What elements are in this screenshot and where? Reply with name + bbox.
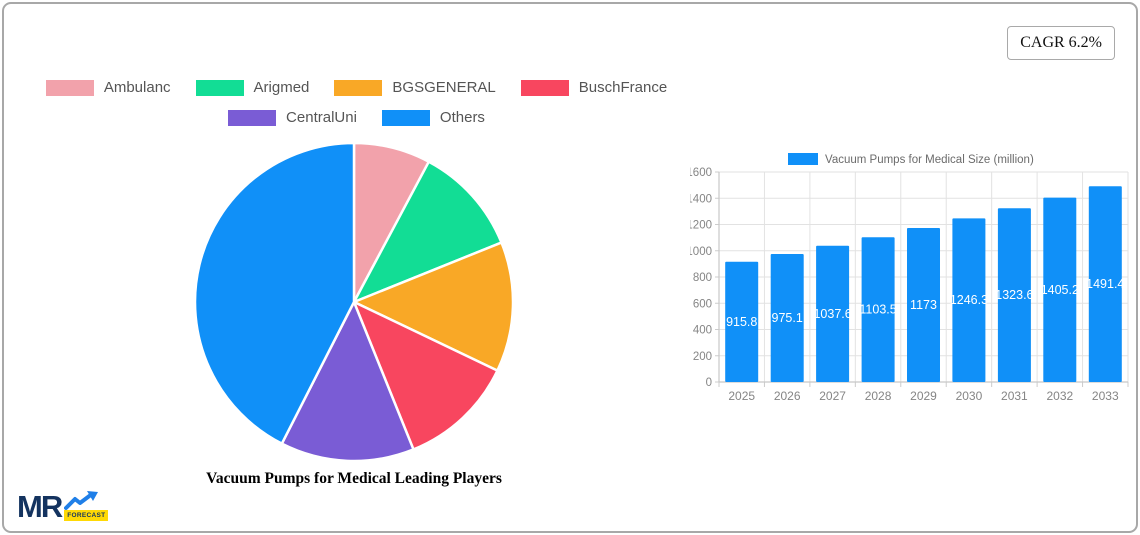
- legend-swatch: [228, 109, 277, 126]
- pie-slice-centraluni: [280, 300, 415, 463]
- bar-value-label: 1246.3: [950, 293, 988, 307]
- y-tick-label: 0: [706, 377, 712, 389]
- logo-mr-text: MR: [17, 489, 63, 524]
- bar-2032: [1043, 197, 1077, 382]
- bar-2026: [770, 254, 804, 382]
- y-tick-label: 800: [693, 272, 712, 284]
- x-tick-label: 2027: [819, 389, 846, 403]
- bar-2030: [952, 218, 986, 382]
- bar-chart-svg: 0 200 400 600 800 1000 1200 1400 1600 915.8 2025 97…: [690, 153, 1129, 403]
- pie-slice-buschfrance: [352, 300, 499, 451]
- legend-item-ambulanc: Ambulanc: [45, 79, 171, 96]
- y-tick-label: 200: [693, 351, 712, 363]
- x-tick-label: 2033: [1092, 389, 1119, 403]
- pie-slice-bgsgeneral: [352, 241, 515, 372]
- logo-forecast-badge: FORECAST: [64, 510, 109, 521]
- x-tick-label: 2028: [865, 389, 892, 403]
- legend-item-centraluni: CentralUni: [228, 109, 357, 126]
- bar-value-label: 1173: [910, 298, 937, 312]
- bar-2025: [725, 261, 759, 382]
- legend-item-buschfrance: BuschFrance: [520, 79, 668, 96]
- bar-value-label: 915.8: [726, 315, 757, 329]
- y-tick-label: 400: [693, 325, 712, 337]
- bar-legend-swatch: [788, 153, 818, 165]
- x-tick-label: 2030: [956, 389, 983, 403]
- cagr-badge: CAGR 6.2%: [1007, 26, 1115, 60]
- bar-2029: [907, 228, 940, 382]
- legend-swatch: [45, 79, 94, 96]
- x-tick-label: 2025: [728, 389, 755, 403]
- legend-label: Others: [439, 109, 485, 126]
- pie-chart-svg: [193, 141, 515, 463]
- legend-swatch: [381, 109, 430, 126]
- pie-legend: Ambulanc Arigmed BGSGENERAL BuschFrance Cent…: [29, 79, 684, 126]
- x-tick-label: 2026: [774, 389, 801, 403]
- bar-legend-label: Vacuum Pumps for Medical Size (million): [825, 154, 1034, 166]
- bar-value-label: 1037.6: [813, 307, 851, 321]
- legend-label: CentralUni: [286, 109, 357, 126]
- pie-slice-others: [193, 141, 356, 445]
- legend-swatch: [334, 79, 383, 96]
- bar-value-label: 1405.2: [1041, 283, 1079, 297]
- legend-label: BGSGENERAL: [392, 79, 496, 96]
- x-tick-label: 2029: [910, 389, 937, 403]
- y-tick-label: 600: [693, 298, 712, 310]
- bar-2031: [997, 208, 1031, 382]
- legend-label: BuschFrance: [578, 79, 668, 96]
- logo-trend-arrow-icon: [64, 491, 99, 510]
- logo-right-block: FORECAST: [64, 491, 109, 525]
- bar-2033: [1088, 186, 1122, 382]
- bar-value-label: 1491.4: [1086, 277, 1124, 291]
- legend-swatch: [195, 79, 244, 96]
- y-tick-label: 1000: [690, 246, 712, 258]
- x-tick-label: 2032: [1046, 389, 1073, 403]
- mr-forecast-logo: MR FORECAST: [17, 489, 109, 525]
- legend-label: Arigmed: [253, 79, 310, 96]
- pie-slice-arigmed: [352, 160, 503, 304]
- bar-value-label: 1103.5: [859, 303, 896, 317]
- legend-swatch: [520, 79, 569, 96]
- legend-label: Ambulanc: [103, 79, 171, 96]
- x-tick-label: 2031: [1001, 389, 1028, 403]
- pie-title: Vacuum Pumps for Medical Leading Players: [206, 470, 502, 487]
- legend-item-bgsgeneral: BGSGENERAL: [334, 79, 496, 96]
- bar-value-label: 1323.6: [995, 288, 1033, 302]
- y-tick-label: 1200: [690, 220, 712, 232]
- bar-2027: [816, 245, 850, 382]
- legend-item-arigmed: Arigmed: [195, 79, 310, 96]
- bar-value-label: 975.1: [772, 311, 803, 325]
- legend-item-others: Others: [381, 109, 485, 126]
- bar-2028: [861, 237, 895, 382]
- y-tick-label: 1600: [690, 167, 712, 179]
- y-tick-label: 1400: [690, 193, 712, 205]
